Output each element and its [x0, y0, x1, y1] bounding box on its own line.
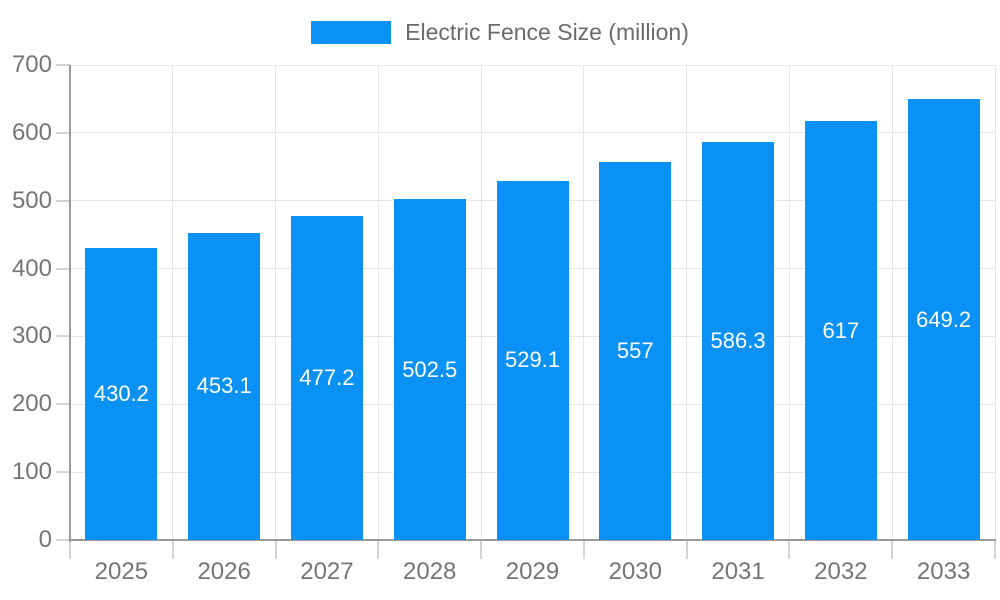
x-axis-label: 2025 — [94, 558, 149, 585]
bar-value-label: 453.1 — [196, 373, 252, 399]
x-axis-label: 2029 — [505, 558, 560, 585]
x-gridline — [788, 65, 790, 540]
x-axis-line — [69, 539, 996, 541]
y-axis-tick — [56, 539, 70, 541]
x-axis-tick — [69, 541, 71, 559]
x-gridline — [583, 65, 585, 540]
bar[interactable]: 502.5 — [393, 199, 466, 540]
y-axis-tick — [56, 403, 70, 406]
bar-value-label: 430.2 — [93, 381, 149, 407]
x-gridline — [994, 65, 996, 540]
bar-value-label: 617 — [822, 317, 860, 343]
y-axis-tick — [56, 131, 70, 134]
y-axis-label: 100 — [11, 458, 52, 486]
bar[interactable]: 557 — [599, 162, 672, 540]
y-axis-label: 0 — [38, 526, 52, 553]
y-gridline — [70, 132, 995, 134]
x-axis-tick — [171, 541, 174, 559]
x-axis-label: 2033 — [916, 558, 971, 585]
x-axis-tick — [274, 541, 277, 559]
x-axis-tick — [685, 541, 688, 559]
bar-value-label: 586.3 — [710, 328, 766, 354]
bar[interactable]: 586.3 — [702, 142, 775, 540]
y-axis-tick — [56, 471, 70, 474]
x-axis-tick — [891, 541, 894, 559]
y-axis-tick — [56, 267, 70, 270]
x-axis-tick — [994, 541, 996, 559]
x-axis-label: 2027 — [300, 558, 354, 585]
y-axis-label: 200 — [11, 390, 52, 418]
x-axis-label: 2031 — [711, 558, 765, 585]
bar[interactable]: 477.2 — [290, 216, 363, 540]
y-axis-label: 300 — [11, 322, 52, 350]
legend-label: Electric Fence Size (million) — [405, 19, 689, 45]
y-axis-label: 600 — [11, 118, 52, 146]
x-gridline — [377, 65, 379, 540]
x-axis-tick — [377, 541, 380, 559]
y-gridline — [70, 64, 995, 66]
x-axis-label: 2032 — [814, 558, 868, 585]
y-axis-label: 500 — [11, 186, 52, 214]
x-axis-tick — [582, 541, 585, 559]
y-axis-tick — [56, 64, 70, 66]
y-axis-label: 700 — [11, 51, 52, 78]
x-axis-label: 2028 — [403, 558, 457, 585]
bar-value-label: 502.5 — [402, 356, 458, 382]
y-axis-label: 400 — [11, 254, 52, 282]
x-gridline — [275, 65, 277, 540]
x-gridline — [172, 65, 174, 540]
y-axis-line — [69, 65, 71, 542]
bar-value-label: 529.1 — [504, 347, 561, 373]
y-axis-tick — [56, 335, 70, 338]
bar[interactable]: 430.2 — [85, 248, 158, 540]
legend[interactable]: Electric Fence Size (million) — [0, 19, 1000, 45]
x-axis-label: 2026 — [197, 558, 251, 585]
bar-value-label: 557 — [616, 338, 654, 363]
x-gridline — [686, 65, 688, 540]
bar[interactable]: 649.2 — [907, 99, 980, 540]
legend-swatch-icon — [311, 20, 392, 44]
y-axis-tick — [56, 199, 70, 202]
x-gridline — [480, 65, 482, 540]
x-gridline — [891, 65, 893, 540]
x-axis-tick — [788, 541, 791, 559]
bar-value-label: 477.2 — [299, 365, 355, 391]
bar[interactable]: 529.1 — [496, 180, 569, 540]
bar[interactable]: 617 — [804, 121, 877, 540]
bar[interactable]: 453.1 — [188, 232, 261, 540]
x-axis-tick — [480, 541, 483, 559]
x-axis-label: 2030 — [608, 558, 662, 585]
bar-value-label: 649.2 — [916, 306, 972, 332]
